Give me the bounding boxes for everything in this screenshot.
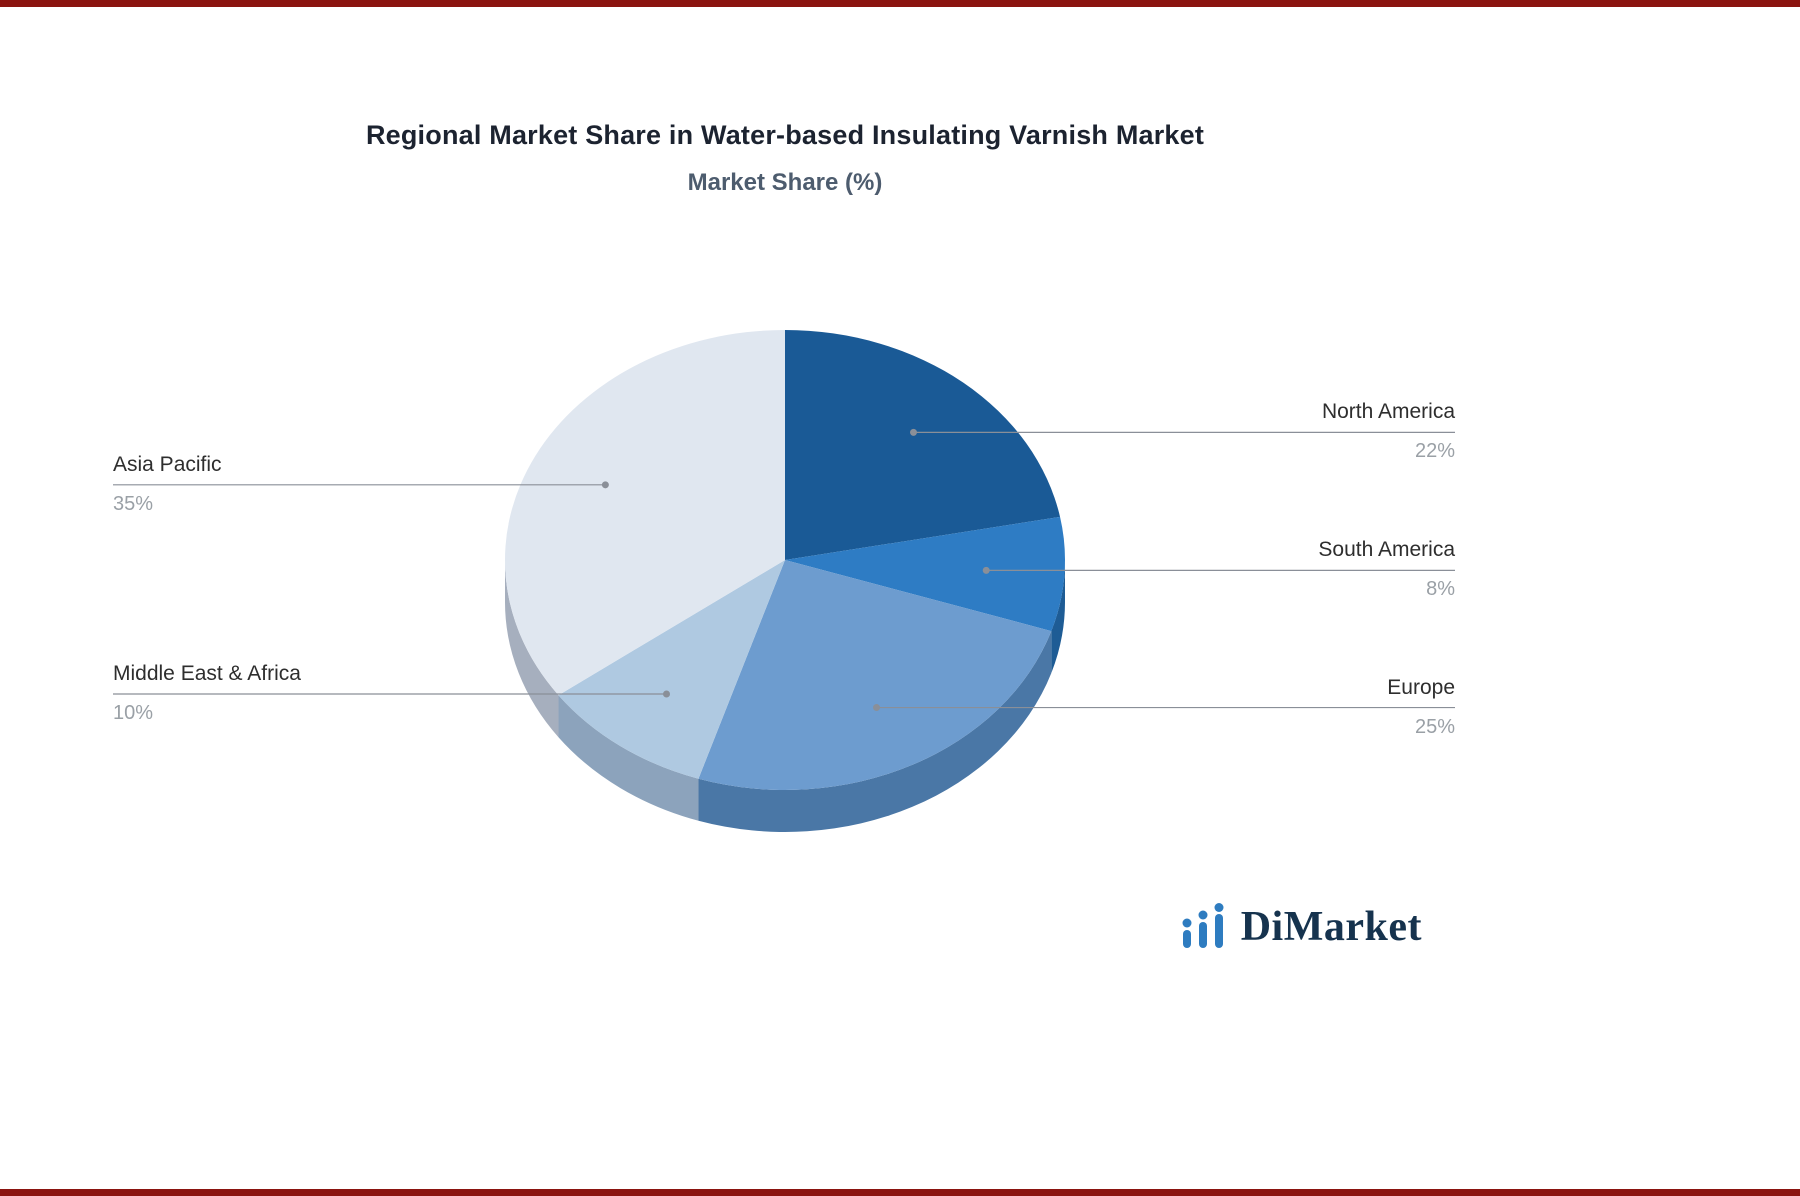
leader-dot xyxy=(910,428,918,436)
pie-label-value: 8% xyxy=(1426,578,1455,601)
pie-label-value: 35% xyxy=(113,492,154,515)
brand-logo: DiMarket xyxy=(1181,903,1422,951)
pie-label-name: South America xyxy=(1318,538,1455,562)
leader-dot xyxy=(982,566,990,574)
pie-slice xyxy=(558,560,785,779)
pie-label-value: 25% xyxy=(1414,715,1455,738)
top-frame-bar xyxy=(0,0,1800,7)
pie-label-middle-east-africa: Middle East & Africa 10% xyxy=(113,660,301,727)
bottom-frame-bar xyxy=(0,1189,1800,1196)
pie-label-asia-pacific: Asia Pacific 35% xyxy=(113,451,222,518)
pie-label-value: 10% xyxy=(113,701,154,724)
pie-slice xyxy=(698,560,1052,790)
pie-label-name: Middle East & Africa xyxy=(113,661,301,685)
bar-chart-logo-icon xyxy=(1182,903,1224,948)
chart-subtitle: Market Share (%) xyxy=(687,169,883,196)
pie-slice-side xyxy=(558,695,699,821)
leader-dot xyxy=(873,704,881,712)
pie-label-value: 22% xyxy=(1414,440,1455,463)
pie-slice xyxy=(785,330,1061,560)
pie-slice-side xyxy=(505,560,559,738)
pie-label-north-america: North America 22% xyxy=(1322,398,1455,465)
pie-label-europe: Europe 25% xyxy=(1387,674,1455,741)
pie-slice xyxy=(785,516,1065,632)
pie-slice xyxy=(504,330,785,696)
pie-slice-side xyxy=(1051,560,1065,674)
chart-title: Regional Market Share in Water-based Ins… xyxy=(365,120,1205,150)
leader-dot xyxy=(601,481,609,489)
brand-name: DiMarket xyxy=(1240,904,1422,950)
pie-label-name: Asia Pacific xyxy=(113,452,222,476)
pie-label-name: Europe xyxy=(1387,675,1455,699)
leader-dot xyxy=(663,690,671,698)
pie-slice-side xyxy=(698,631,1052,832)
pie-label-name: North America xyxy=(1321,400,1455,424)
pie-label-south-america: South America 8% xyxy=(1318,536,1455,603)
